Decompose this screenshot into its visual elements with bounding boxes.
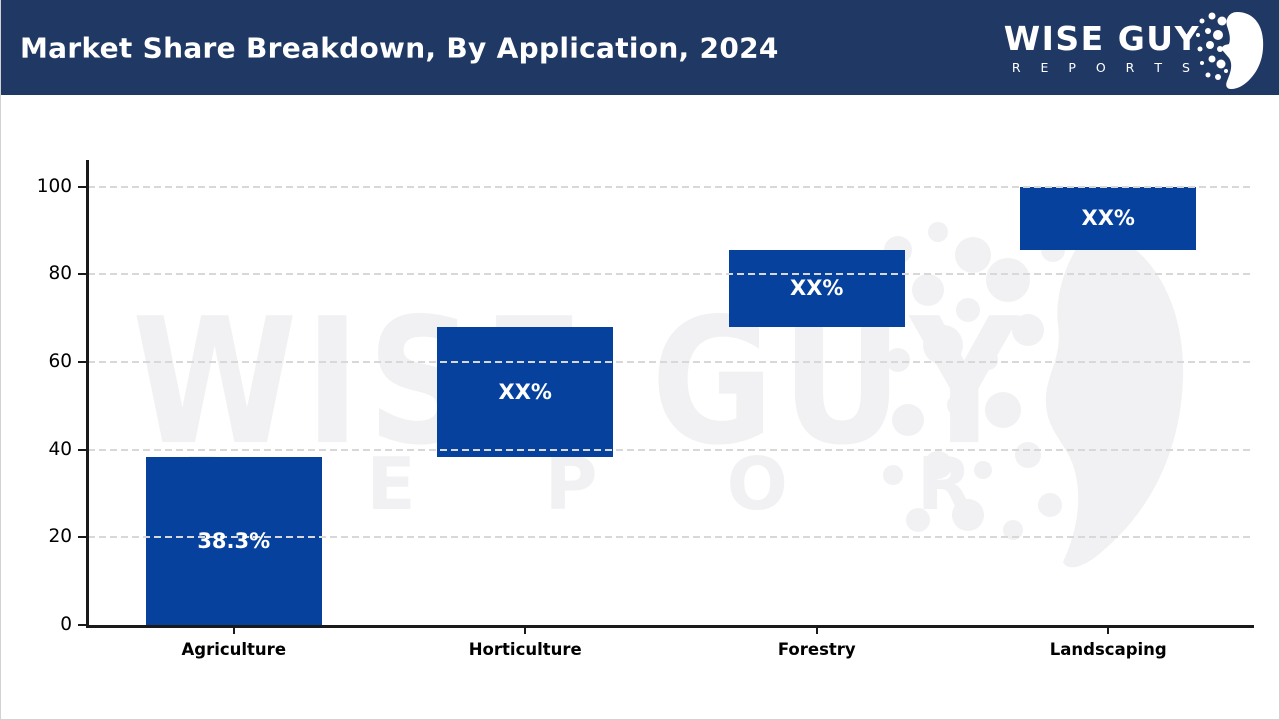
bar: [437, 326, 614, 458]
y-tick: [78, 536, 86, 539]
gridline: [88, 448, 1254, 451]
y-tick: [78, 448, 86, 451]
y-tick-label: 100: [36, 175, 72, 197]
bar-value-label: XX%: [1081, 206, 1135, 231]
x-tick: [815, 627, 818, 634]
bar: [728, 250, 905, 327]
x-tick: [1107, 627, 1110, 634]
chart-title: Market Share Breakdown, By Application, …: [20, 31, 779, 64]
gridline: [88, 360, 1254, 363]
logo-subtext: R E P O R T S: [1011, 59, 1198, 75]
gridline: [88, 536, 1254, 539]
y-tick-label: 60: [48, 350, 72, 372]
bar-value-label: XX%: [790, 276, 844, 301]
y-tick: [78, 624, 86, 626]
y-tick: [78, 185, 86, 188]
y-tick-label: 80: [48, 263, 72, 285]
bar-value-label: XX%: [498, 379, 552, 404]
bar-value-label: 38.3%: [197, 529, 271, 554]
y-tick: [78, 273, 86, 276]
y-tick-label: 40: [48, 438, 72, 460]
y-tick-label: 20: [48, 526, 72, 548]
gridline: [88, 185, 1254, 188]
logo-head-icon: [1196, 12, 1264, 89]
y-tick-label: 0: [60, 614, 72, 635]
logo-wordmark: WISE GUY: [1003, 19, 1200, 58]
gridline: [88, 273, 1254, 276]
x-axis-label: Landscaping: [1049, 640, 1167, 659]
logo-text: WISE GUY R E P O R T S: [1003, 19, 1200, 75]
y-tick: [78, 360, 86, 363]
header-bar: Market Share Breakdown, By Application, …: [0, 0, 1280, 95]
x-axis-spine: [86, 625, 1254, 628]
x-tick: [524, 627, 527, 634]
watermark-head-icon: [881, 222, 1184, 568]
x-axis-label: Horticulture: [468, 640, 582, 659]
x-tick: [232, 627, 235, 634]
y-axis-spine: [86, 160, 89, 627]
bar: [145, 457, 322, 625]
watermark-subtext: R E P O R T S: [182, 442, 1280, 526]
x-axis-label: Agriculture: [181, 640, 287, 659]
wiseguy-logo: WISE GUY R E P O R T S: [1004, 6, 1266, 90]
x-axis-label: Forestry: [777, 640, 856, 659]
